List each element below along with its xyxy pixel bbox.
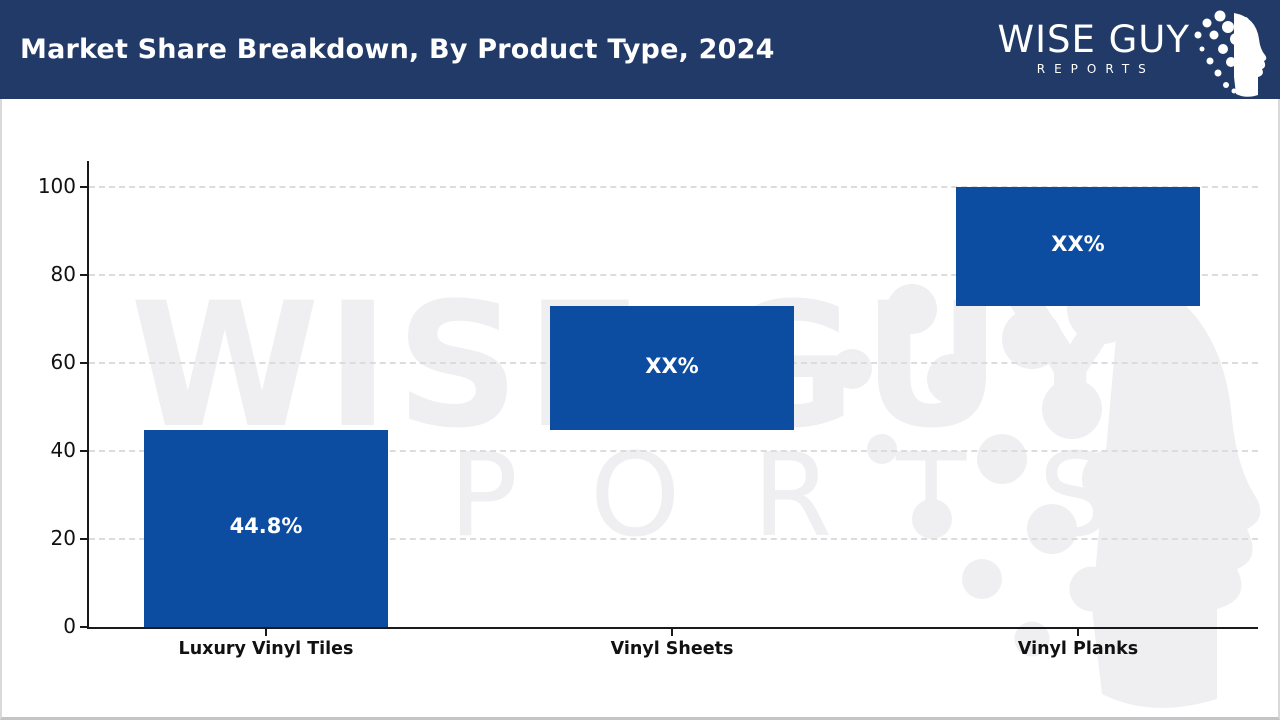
bar-value-label: XX%	[1051, 232, 1105, 257]
bar-value-label: 44.8%	[229, 514, 303, 539]
y-tick-mark	[80, 626, 87, 628]
y-tick-mark	[80, 274, 87, 276]
y-tick-label: 100	[37, 174, 76, 198]
wise-guy-reports-logo: WISE GUY REPORTS	[998, 4, 1268, 97]
dotted-face-icon	[1194, 10, 1267, 97]
y-axis-line	[87, 161, 89, 629]
x-tick-mark	[1077, 629, 1079, 636]
x-category-label: Vinyl Sheets	[610, 639, 734, 659]
plot-area: 0 20 40 60 80 100 44.8% XX% XX% Luxury Vinyl Tile…	[2, 99, 1280, 720]
x-tick-mark	[265, 629, 267, 636]
logo-subtitle: REPORTS	[1036, 62, 1155, 76]
bar	[550, 305, 794, 430]
bar	[956, 187, 1200, 306]
y-tick-label: 20	[50, 526, 76, 550]
bar-value-label: XX%	[645, 353, 699, 378]
x-category-label: Vinyl Planks	[1017, 639, 1139, 659]
y-tick-mark	[80, 362, 87, 364]
y-tick-label: 80	[50, 262, 76, 286]
y-tick-mark	[80, 538, 87, 540]
chart-canvas: WISE GUY REPORTS 0 20 40 60 80 100 44.8% XX% XX%…	[0, 99, 1280, 720]
x-category-label: Luxury Vinyl Tiles	[178, 639, 354, 659]
bar	[144, 429, 388, 627]
page-title: Market Share Breakdown, By Product Type,…	[20, 34, 775, 65]
y-tick-mark	[80, 186, 87, 188]
gridline	[89, 186, 1258, 188]
header-bar: Market Share Breakdown, By Product Type,…	[0, 0, 1280, 99]
logo-wordmark: WISE GUY	[997, 18, 1190, 61]
gridline	[89, 538, 1258, 540]
gridline	[89, 450, 1258, 452]
logo-text: WISE GUY REPORTS	[997, 18, 1190, 77]
x-axis-line	[87, 627, 1258, 629]
gridline	[89, 274, 1258, 276]
y-tick-label: 0	[63, 614, 76, 638]
y-tick-label: 40	[50, 438, 76, 462]
y-tick-mark	[80, 450, 87, 452]
y-tick-label: 60	[50, 350, 76, 374]
x-tick-mark	[671, 629, 673, 636]
